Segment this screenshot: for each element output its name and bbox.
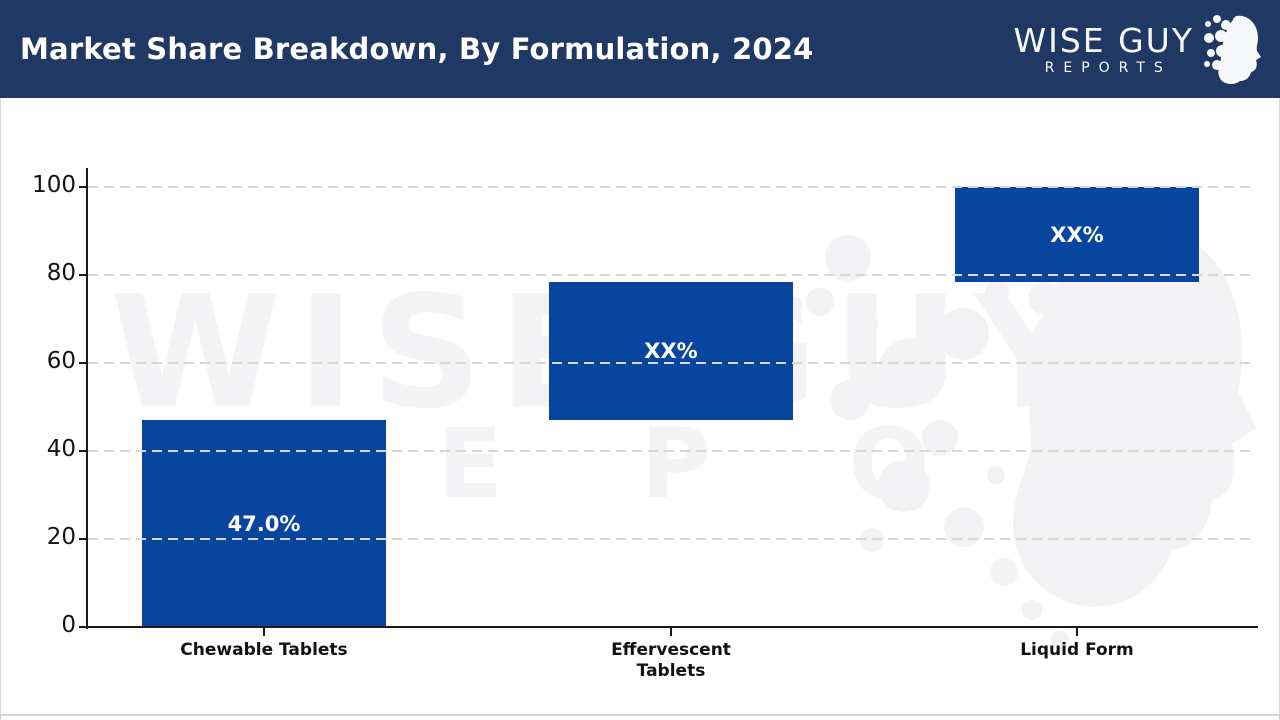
y-tick-label-20: 20 [46,524,76,550]
y-tick-label-100: 100 [32,172,76,198]
y-tick-label-40: 40 [46,436,76,462]
brand-logo-text: WISE GUY REPORTS [1013,24,1194,75]
gridline-100 [88,186,1256,188]
y-axis-line [86,168,88,629]
x-tick-mark-3 [1076,628,1078,636]
bar-segment-2 [549,282,793,421]
y-tick-label-80: 80 [46,260,76,286]
bar-segment-3 [955,187,1199,283]
x-category-label-1: Chewable Tablets [180,640,348,660]
y-tick-mark-20 [79,538,86,540]
gridline-80 [88,274,1256,276]
header-bar: Market Share Breakdown, By Formulation, … [0,0,1280,98]
y-tick-mark-80 [79,274,86,276]
x-axis-line [86,626,1258,628]
brand-logo: WISE GUY REPORTS [1013,12,1262,86]
x-category-label-3: Liquid Form [1020,640,1134,660]
brand-subname: REPORTS [1044,59,1172,76]
brand-face-icon [1204,15,1261,85]
bar-segment-1 [142,420,386,627]
y-tick-label-0: 0 [61,612,76,638]
x-tick-mark-1 [263,628,265,636]
y-tick-mark-100 [79,186,86,188]
left-edge-line [0,98,1,720]
bottom-edge-line [0,714,1280,716]
gridline-60 [88,362,1256,364]
x-category-label-2: Effervescent Tablets [611,640,731,682]
gridline-20 [88,538,1256,540]
x-tick-mark-2 [670,628,672,636]
gridline-40 [88,450,1256,452]
brand-name: WISE GUY [1013,20,1194,60]
page-title: Market Share Breakdown, By Formulation, … [20,32,814,66]
y-tick-label-60: 60 [46,348,76,374]
y-tick-mark-40 [79,450,86,452]
y-tick-mark-60 [79,362,86,364]
y-tick-mark-0 [79,626,86,628]
